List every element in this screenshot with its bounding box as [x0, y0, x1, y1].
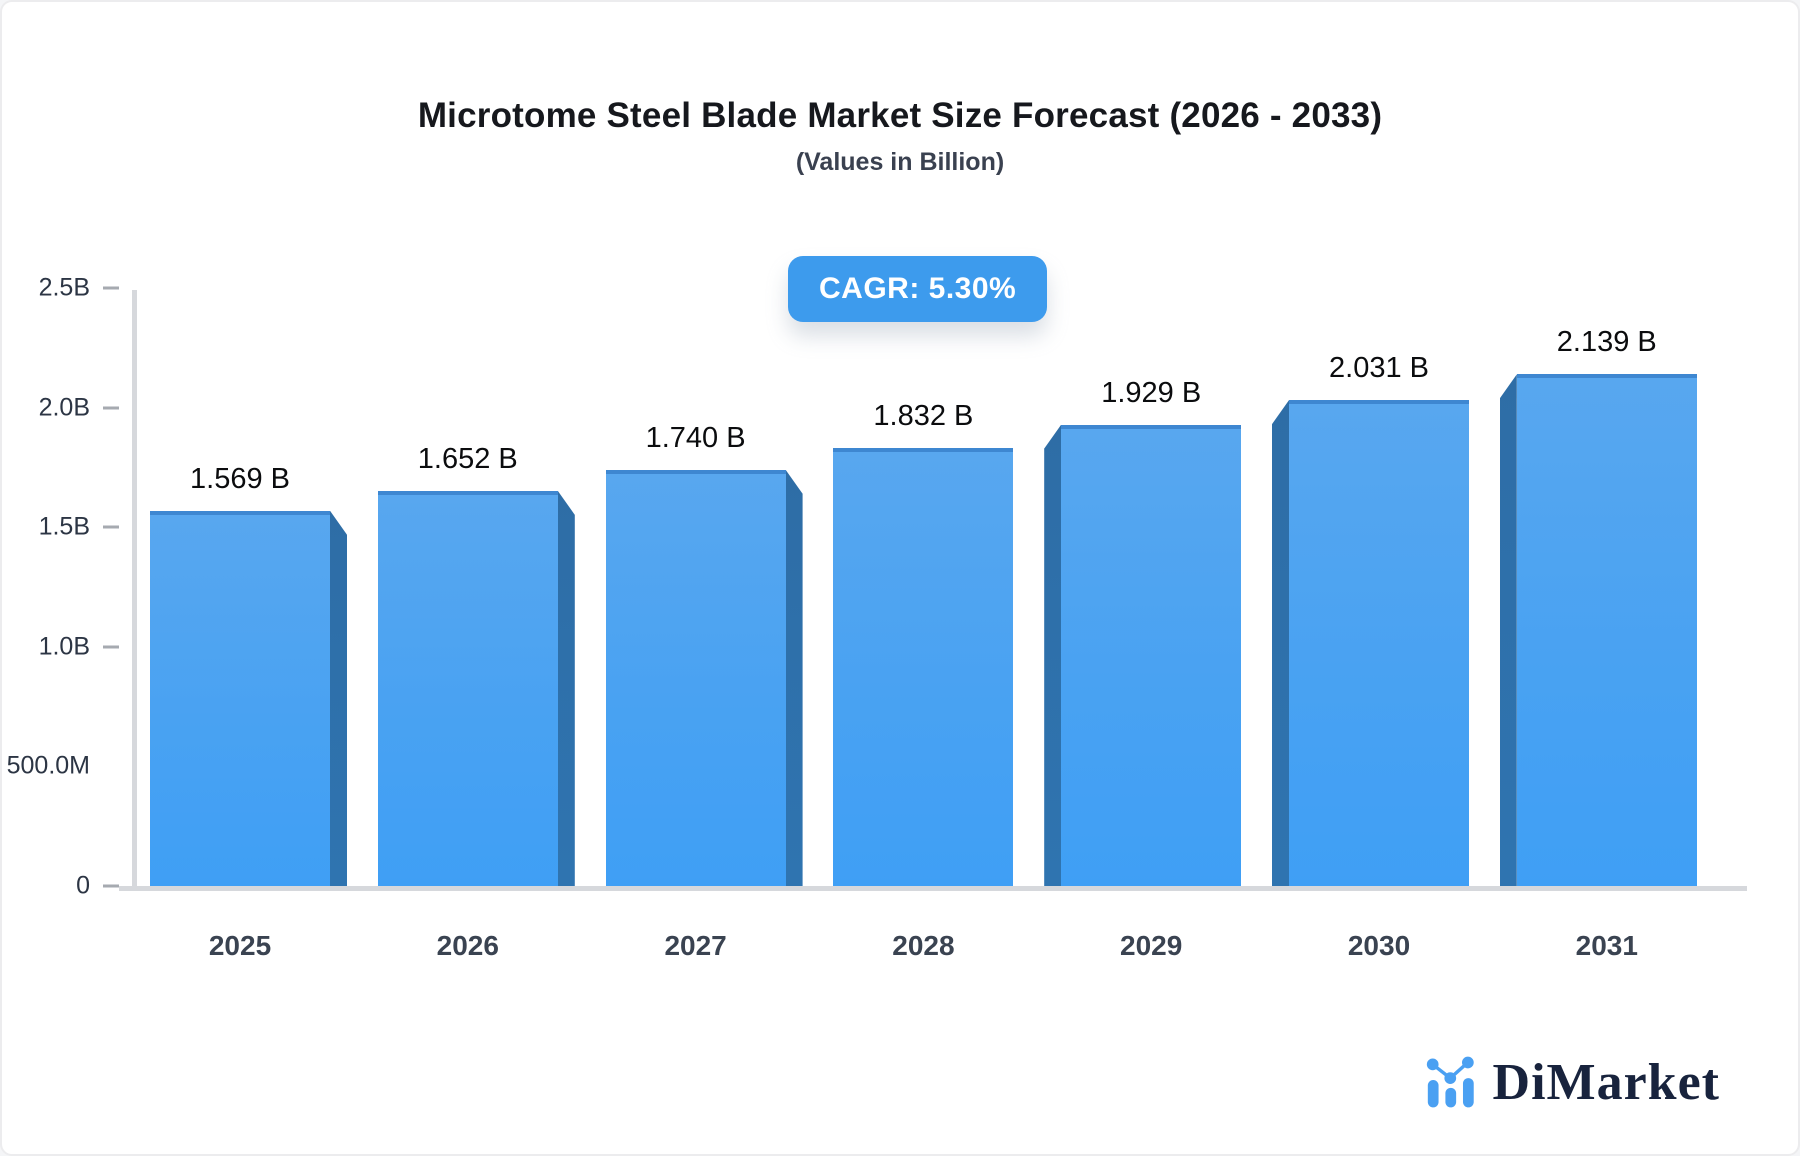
bar-value-label-2029: 1.929 B [1101, 376, 1202, 409]
bar-chart-trend-icon [1426, 1056, 1474, 1108]
bar-3d-side-2025 [330, 510, 347, 886]
y-tick-dash [103, 525, 119, 529]
bar-2031[interactable] [1516, 374, 1697, 886]
bar-2030[interactable] [1289, 400, 1469, 886]
cagr-badge: CAGR: 5.30% [788, 256, 1048, 322]
y-tick-label-0: 0 [76, 871, 90, 900]
bar-3d-side-2030 [1272, 400, 1289, 886]
chart-title: Microtome Steel Blade Market Size Foreca… [417, 96, 1383, 135]
bar-value-label-2027: 1.740 B [645, 421, 746, 454]
y-tick-label-2.5B: 2.5B [38, 273, 90, 302]
chart-subtitle: (Values in Billion) [795, 148, 1005, 176]
y-tick-label-1.5B: 1.5B [38, 512, 90, 541]
bar-2025[interactable] [150, 510, 330, 886]
bar-3d-side-2026 [557, 490, 575, 886]
y-tick-label-500.0M: 500.0M [6, 751, 90, 780]
bar-value-label-2031: 2.139 B [1556, 326, 1657, 359]
bar-3d-side-2031 [1499, 374, 1517, 886]
bar-3d-side-2027 [785, 469, 803, 886]
bar-3d-side-2029 [1044, 424, 1062, 886]
x-axis-label-2027: 2027 [664, 930, 727, 961]
y-tick-dash [103, 286, 119, 290]
bar-2026[interactable] [377, 490, 558, 886]
bar-value-label-2030: 2.031 B [1329, 352, 1429, 385]
y-tick-label-2.0B: 2.0B [38, 393, 90, 422]
bar-value-label-2028: 1.832 B [873, 399, 974, 432]
bar-value-label-2026: 1.652 B [417, 442, 518, 475]
x-axis-label-2025: 2025 [208, 930, 272, 961]
x-axis-line [119, 886, 1747, 891]
bar-2029[interactable] [1061, 424, 1242, 886]
y-tick-dash [103, 406, 119, 410]
brand-name: DiMarket [1492, 1053, 1720, 1111]
x-axis-label-2026: 2026 [436, 930, 499, 961]
y-axis-line [132, 290, 137, 890]
bar-2027[interactable] [605, 469, 786, 886]
dimarket-logo: DiMarket [1420, 1042, 1720, 1122]
x-axis-label-2028: 2028 [892, 930, 955, 961]
bar-value-label-2025: 1.569 B [190, 462, 290, 495]
y-tick-label-1.0B: 1.0B [38, 632, 90, 661]
y-tick-dash [103, 645, 119, 649]
x-axis-label-2029: 2029 [1120, 930, 1183, 961]
x-axis-label-2031: 2031 [1575, 930, 1638, 961]
bar-2028[interactable] [833, 447, 1014, 886]
x-axis-label-2030: 2030 [1347, 930, 1411, 961]
y-tick-dash [103, 884, 119, 888]
